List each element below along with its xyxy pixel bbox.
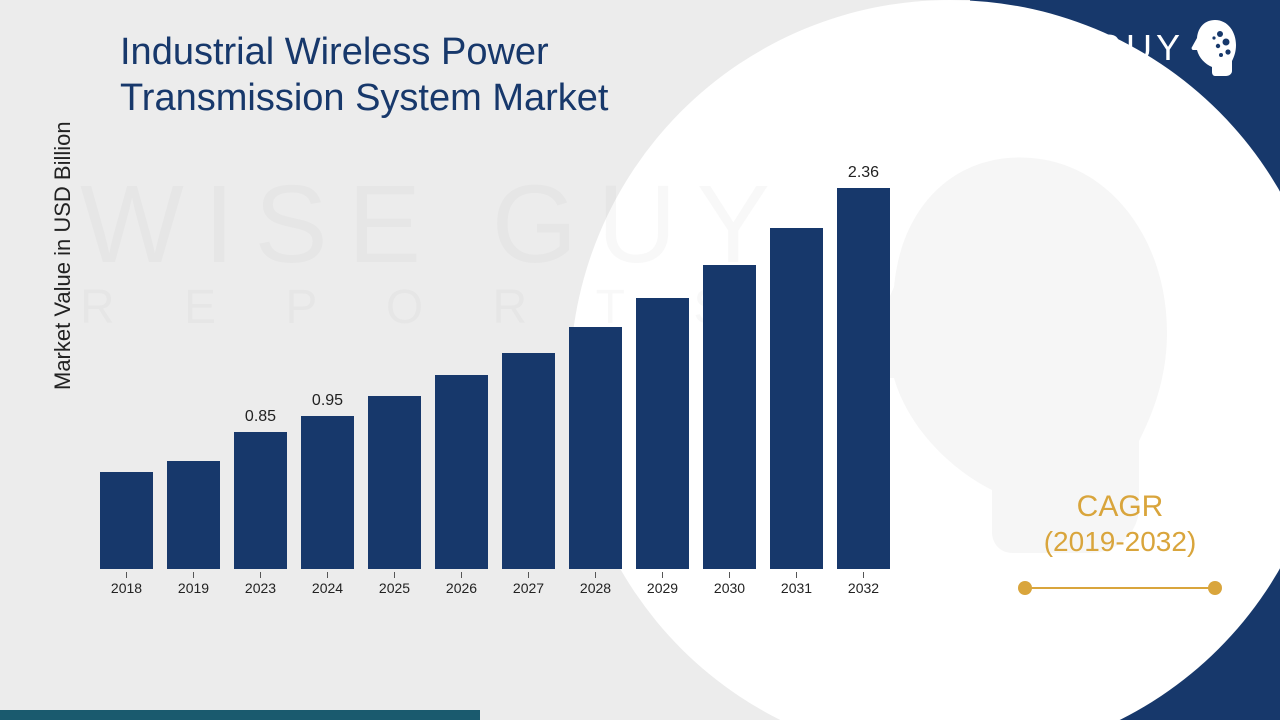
x-axis-tick	[126, 572, 127, 578]
x-axis-tick-label: 2019	[167, 572, 220, 596]
x-axis-tick-label: 2023	[234, 572, 287, 596]
chart-title-line1: Industrial Wireless Power	[120, 30, 608, 76]
chart-plot-area: 0.85 0.95 2.36	[100, 150, 890, 570]
bar-column	[703, 241, 756, 569]
bar-column	[636, 274, 689, 569]
x-axis-tick	[595, 572, 596, 578]
cagr-value: 12.01%	[1010, 614, 1230, 651]
bar-column: 0.95	[301, 392, 354, 569]
bar-column	[368, 372, 421, 569]
bar	[234, 432, 287, 569]
bar	[636, 298, 689, 569]
x-axis-tick-label: 2018	[100, 572, 153, 596]
bottom-accent-bar	[0, 710, 480, 720]
bar	[703, 265, 756, 569]
chart-title: Industrial Wireless Power Transmission S…	[120, 30, 608, 121]
bar-column	[569, 303, 622, 569]
x-axis-tick	[260, 572, 261, 578]
x-axis-tick	[394, 572, 395, 578]
bar	[368, 396, 421, 569]
cagr-range: (2019-2032)	[1010, 526, 1230, 558]
brand-logo-text: WISE GUY	[972, 27, 1184, 69]
cagr-label: CAGR	[1010, 490, 1230, 524]
x-axis-tick-label: 2026	[435, 572, 488, 596]
x-axis-tick	[662, 572, 663, 578]
bar-value-label: 0.95	[312, 392, 343, 410]
report-graphic: WISE GUY R E P O R T S Industrial Wirele…	[0, 0, 1280, 720]
x-axis-tick-label: 2032	[837, 572, 890, 596]
cagr-divider	[1020, 576, 1220, 600]
bar-column	[502, 329, 555, 569]
x-axis-tick	[461, 572, 462, 578]
bar-value-label: 0.85	[245, 408, 276, 426]
x-axis-tick-label: 2028	[569, 572, 622, 596]
x-axis-tick-label: 2030	[703, 572, 756, 596]
x-axis-tick	[729, 572, 730, 578]
bar	[569, 327, 622, 569]
cagr-divider-line	[1020, 587, 1220, 589]
bar-chart: Market Value in USD Billion 0.850.952.36…	[60, 150, 890, 620]
bar	[167, 461, 220, 569]
brand-logo: WISE GUY R E P O R T S	[972, 18, 1240, 92]
bar-column	[435, 351, 488, 569]
bar	[837, 188, 890, 569]
brand-logo-sub: R E P O R T S	[972, 76, 1192, 92]
bar	[770, 228, 823, 569]
x-axis-tick-label: 2024	[301, 572, 354, 596]
bar	[301, 416, 354, 569]
y-axis-label: Market Value in USD Billion	[50, 121, 76, 390]
x-axis-tick-label: 2027	[502, 572, 555, 596]
chart-title-line2: Transmission System Market	[120, 76, 608, 122]
bar-column: 0.85	[234, 408, 287, 569]
brand-head-icon	[1190, 18, 1240, 78]
x-axis-tick	[796, 572, 797, 578]
x-axis-tick-label: 2031	[770, 572, 823, 596]
x-axis-tick	[193, 572, 194, 578]
brand-logo-main: WISE GUY	[972, 18, 1240, 78]
bar-column: 2.36	[837, 164, 890, 569]
x-axis-tick-label: 2029	[636, 572, 689, 596]
bar	[435, 375, 488, 569]
x-axis-tick	[528, 572, 529, 578]
bar-column	[100, 448, 153, 569]
bar	[502, 353, 555, 569]
x-axis-tick	[327, 572, 328, 578]
bar-value-label: 2.36	[848, 164, 879, 182]
cagr-divider-dot-left	[1018, 581, 1032, 595]
x-axis-labels: 2018 2019 2023 2024 2025 2026 2027 2028 2029 2030…	[100, 572, 890, 596]
x-axis-tick	[863, 572, 864, 578]
bar-column	[770, 204, 823, 569]
cagr-block: CAGR (2019-2032) 12.01%	[1010, 490, 1230, 651]
x-axis-tick-label: 2025	[368, 572, 421, 596]
bar	[100, 472, 153, 569]
cagr-divider-dot-right	[1208, 581, 1222, 595]
bar-column	[167, 437, 220, 569]
